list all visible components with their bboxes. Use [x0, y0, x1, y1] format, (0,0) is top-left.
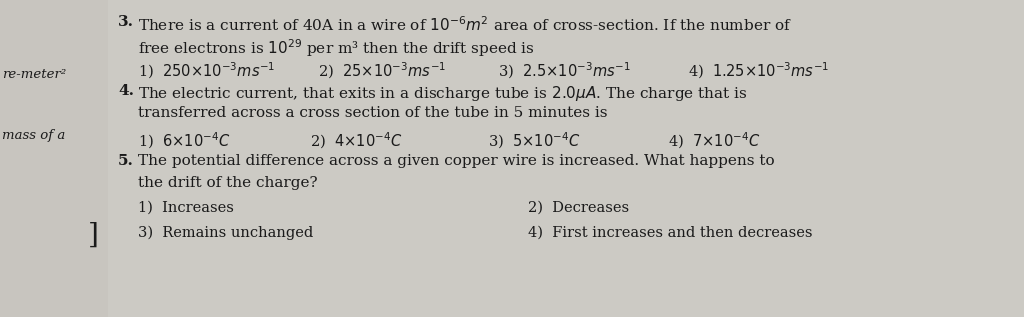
Text: 1)  Increases: 1) Increases [138, 201, 233, 215]
Text: There is a current of 40A in a wire of $10^{-6}m^{2}$ area of cross-section. If : There is a current of 40A in a wire of $… [138, 15, 793, 34]
Text: free electrons is $10^{29}$ per m³ then the drift speed is: free electrons is $10^{29}$ per m³ then … [138, 37, 535, 59]
Text: The potential difference across a given copper wire is increased. What happens t: The potential difference across a given … [138, 154, 774, 168]
Text: 3)  $2.5{\times}10^{-3}ms^{-1}$: 3) $2.5{\times}10^{-3}ms^{-1}$ [498, 61, 631, 81]
Text: 1)  $250{\times}10^{-3}ms^{-1}$: 1) $250{\times}10^{-3}ms^{-1}$ [138, 61, 275, 81]
Text: 2)  Decreases: 2) Decreases [528, 201, 629, 215]
Text: 4)  $1.25{\times}10^{-3}ms^{-1}$: 4) $1.25{\times}10^{-3}ms^{-1}$ [688, 61, 829, 81]
Text: 5.: 5. [118, 154, 134, 168]
Text: 4)  $7{\times}10^{-4}C$: 4) $7{\times}10^{-4}C$ [668, 131, 761, 152]
Text: 2)  $4{\times}10^{-4}C$: 2) $4{\times}10^{-4}C$ [310, 131, 402, 152]
Text: 3)  Remains unchanged: 3) Remains unchanged [138, 226, 313, 240]
Text: 4.: 4. [118, 84, 134, 98]
Text: the drift of the charge?: the drift of the charge? [138, 176, 317, 190]
Text: 4)  First increases and then decreases: 4) First increases and then decreases [528, 226, 812, 240]
Text: ]: ] [88, 222, 99, 249]
Text: 3)  $5{\times}10^{-4}C$: 3) $5{\times}10^{-4}C$ [488, 131, 581, 152]
Text: 3.: 3. [118, 15, 134, 29]
Text: 2)  $25{\times}10^{-3}ms^{-1}$: 2) $25{\times}10^{-3}ms^{-1}$ [318, 61, 446, 81]
Text: re-meter²: re-meter² [2, 68, 67, 81]
Text: 1)  $6{\times}10^{-4}C$: 1) $6{\times}10^{-4}C$ [138, 131, 230, 152]
FancyBboxPatch shape [0, 0, 108, 317]
Text: mass of a: mass of a [2, 128, 66, 141]
Text: The electric current, that exits in a discharge tube is $2.0\mu A$. The charge t: The electric current, that exits in a di… [138, 84, 748, 103]
Text: transferred across a cross section of the tube in 5 minutes is: transferred across a cross section of th… [138, 106, 607, 120]
